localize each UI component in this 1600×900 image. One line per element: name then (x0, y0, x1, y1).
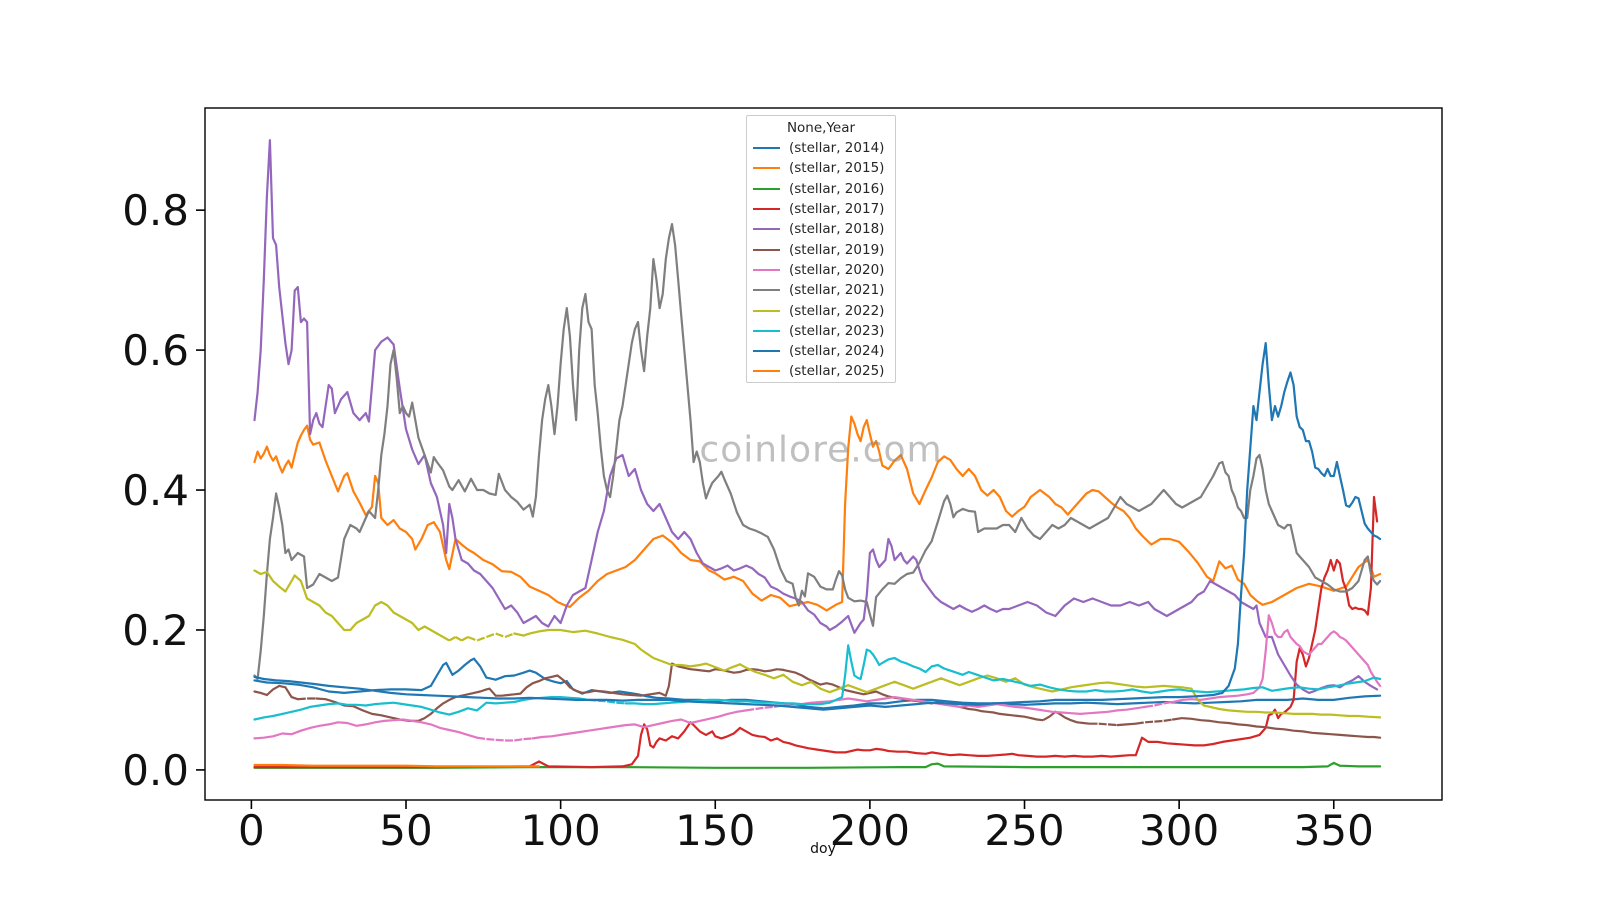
series-line-2020 (253, 614, 1382, 740)
series-lines (253, 139, 1382, 769)
x-tick-label: 200 (830, 806, 910, 855)
y-axis-ticks: 0.0 0.2 0.4 0.6 0.8 (122, 186, 205, 795)
legend-item-label: (stellar, 2017) (789, 201, 885, 218)
series-line-2024 (253, 342, 1382, 711)
legend-item-2016: (stellar, 2016) (753, 179, 889, 199)
series-line-2017 (253, 495, 1379, 769)
plot-frame (204, 107, 1443, 801)
series-line-2015 (253, 415, 1382, 612)
legend-item-2024: (stellar, 2024) (753, 341, 889, 361)
legend-item-label: (stellar, 2020) (789, 261, 885, 278)
y-tick-label: 0.8 (122, 186, 189, 235)
legend-item-label: (stellar, 2014) (789, 140, 885, 157)
legend-item-label: (stellar, 2016) (789, 180, 885, 197)
x-axis-label: doy (810, 841, 836, 857)
x-tick-label: 0 (238, 806, 265, 855)
series-line-2023 (253, 644, 1382, 721)
legend-item-2018: (stellar, 2018) (753, 219, 889, 239)
legend-item-2023: (stellar, 2023) (753, 321, 889, 341)
x-tick-label: 350 (1294, 806, 1374, 855)
legend-line-swatch (753, 147, 780, 150)
legend-item-label: (stellar, 2024) (789, 343, 885, 360)
legend-line-swatch (753, 187, 780, 190)
x-tick-label: 150 (675, 806, 755, 855)
y-tick-label: 0.6 (122, 326, 189, 375)
legend-title: None,Year (786, 120, 856, 136)
legend-line-swatch (753, 268, 780, 271)
legend-line-swatch (753, 350, 780, 353)
legend-item-2014: (stellar, 2014) (753, 138, 889, 158)
legend-item-2017: (stellar, 2017) (753, 199, 889, 219)
x-axis-ticks: 0 50 100 150 200 250 300 350 (238, 800, 1374, 855)
legend-line-swatch (753, 167, 780, 170)
x-tick-label: 250 (984, 806, 1064, 855)
y-tick-label: 0.2 (122, 606, 189, 655)
y-tick-label: 0.4 (122, 466, 189, 515)
y-tick-label: 0.0 (122, 746, 189, 795)
legend-item-label: (stellar, 2023) (789, 322, 885, 339)
legend: None,Year (stellar, 2014) (stellar, 2015)… (746, 115, 896, 383)
legend-item-label: (stellar, 2018) (789, 221, 885, 238)
legend-line-swatch (753, 329, 780, 332)
legend-item-label: (stellar, 2021) (789, 282, 885, 299)
legend-line-swatch (753, 248, 780, 251)
legend-item-label: (stellar, 2025) (789, 363, 885, 380)
legend-item-2021: (stellar, 2021) (753, 280, 889, 300)
watermark: coinlore.com (699, 429, 943, 471)
legend-item-2020: (stellar, 2020) (753, 260, 889, 280)
legend-item-label: (stellar, 2015) (789, 160, 885, 177)
legend-item-2022: (stellar, 2022) (753, 300, 889, 320)
legend-line-swatch (753, 289, 780, 292)
x-tick-label: 50 (379, 806, 432, 855)
legend-item-2015: (stellar, 2015) (753, 158, 889, 178)
series-line-2019-dashed (297, 697, 1174, 727)
x-tick-label: 100 (521, 806, 601, 855)
legend-item-label: (stellar, 2022) (789, 302, 885, 319)
x-tick-label: 300 (1139, 806, 1219, 855)
legend-line-swatch (753, 309, 780, 312)
legend-line-swatch (753, 208, 780, 211)
legend-item-2019: (stellar, 2019) (753, 239, 889, 259)
series-line-2022-dashed (436, 632, 515, 642)
legend-item-2025: (stellar, 2025) (753, 361, 889, 381)
legend-items: (stellar, 2014) (stellar, 2015) (stellar, … (753, 138, 889, 382)
legend-item-label: (stellar, 2019) (789, 241, 885, 258)
legend-line-swatch (753, 228, 780, 231)
legend-line-swatch (753, 370, 780, 373)
series-line-2025 (253, 763, 541, 768)
series-line-2018 (253, 139, 1379, 694)
